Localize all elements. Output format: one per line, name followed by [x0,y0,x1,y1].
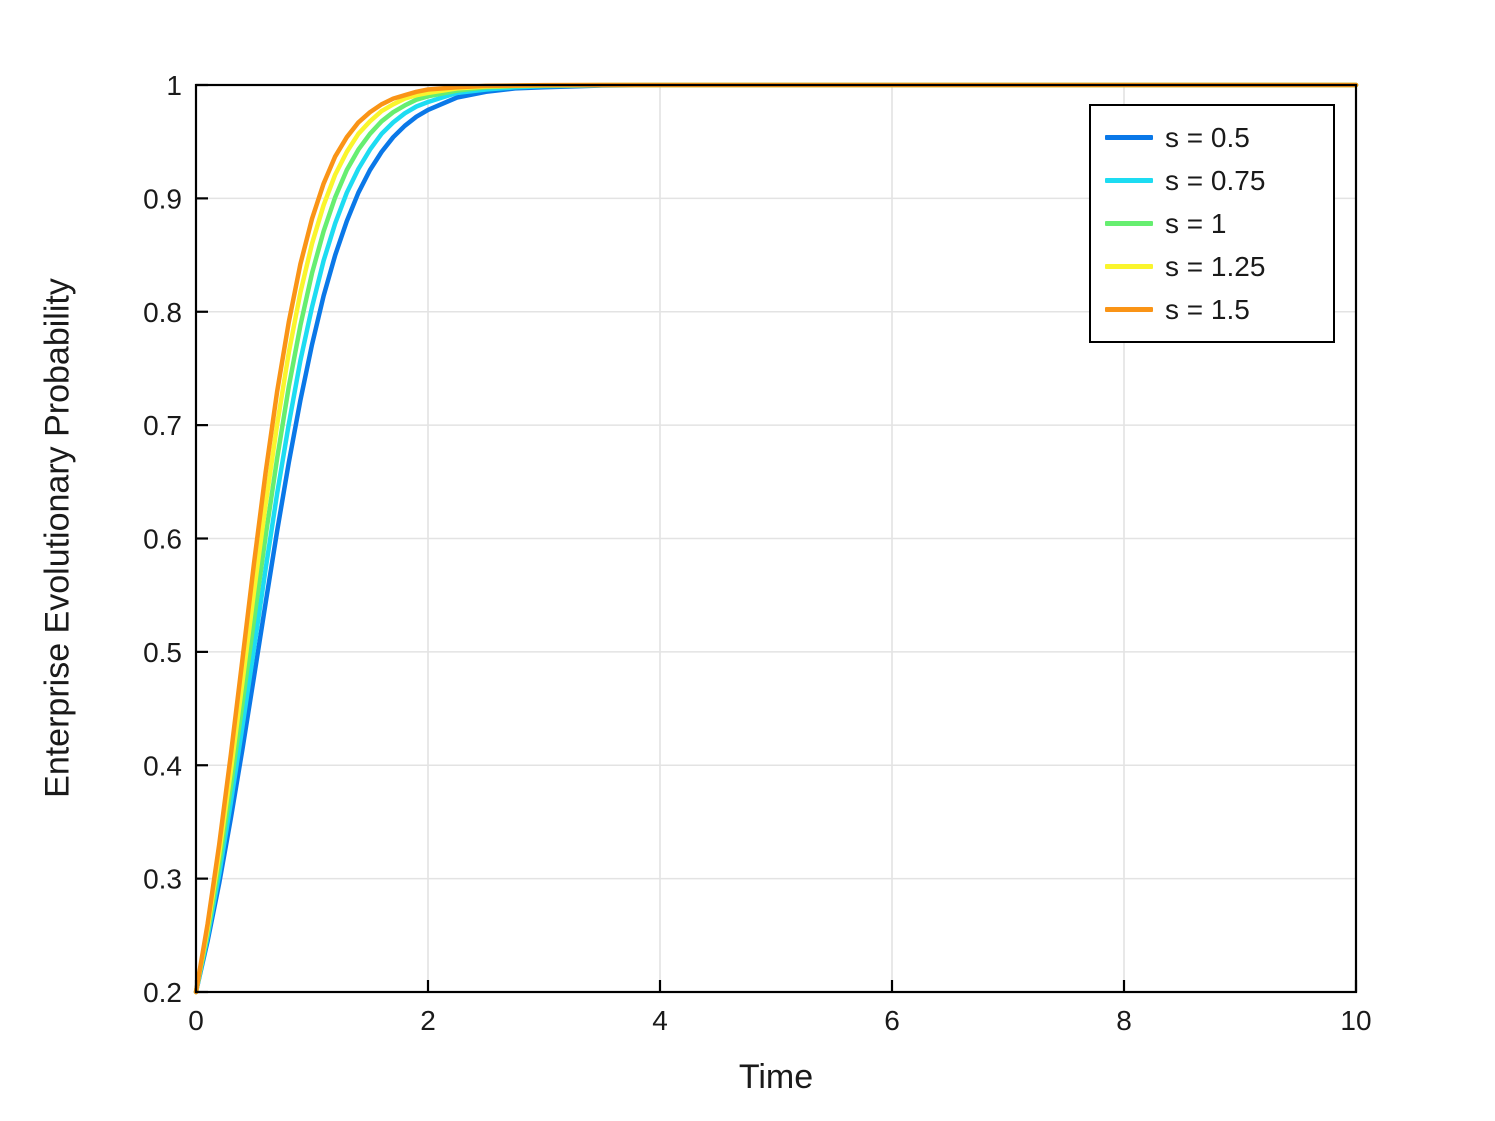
y-tick-label: 0.7 [143,410,182,441]
legend-label: s = 1.25 [1165,250,1266,282]
legend-line-swatch [1105,264,1153,269]
y-tick-label: 0.8 [143,297,182,328]
legend-label: s = 0.5 [1165,121,1250,153]
legend: s = 0.5 s = 0.75 s = 1 s = 1.25 s = 1.5 [1089,104,1335,343]
legend-line-swatch [1105,135,1153,140]
legend-entry: s = 1.5 [1105,288,1333,331]
y-tick-label: 1 [166,70,182,101]
y-axis-label: Enterprise Evolutionary Probability [38,278,77,798]
legend-line-swatch [1105,307,1153,312]
legend-line-swatch [1105,221,1153,226]
x-tick-label: 8 [1116,1005,1132,1036]
y-tick-label: 0.4 [143,750,182,781]
y-tick-label: 0.2 [143,977,182,1008]
legend-label: s = 1.5 [1165,293,1250,325]
y-tick-label: 0.3 [143,864,182,895]
legend-entry: s = 1.25 [1105,245,1333,288]
legend-line-swatch [1105,178,1153,183]
legend-label: s = 0.75 [1165,164,1266,196]
legend-label: s = 1 [1165,207,1227,239]
y-tick-label: 0.9 [143,183,182,214]
x-tick-label: 6 [884,1005,900,1036]
x-tick-label: 10 [1340,1005,1371,1036]
x-tick-label: 2 [420,1005,436,1036]
x-axis-label: Time [738,1058,814,1096]
y-tick-label: 0.5 [143,637,182,668]
x-tick-label: 0 [188,1005,204,1036]
legend-entry: s = 0.5 [1105,116,1333,159]
y-tick-label: 0.6 [143,524,182,555]
legend-entry: s = 0.75 [1105,159,1333,202]
x-tick-label: 4 [652,1005,668,1036]
legend-entry: s = 1 [1105,202,1333,245]
